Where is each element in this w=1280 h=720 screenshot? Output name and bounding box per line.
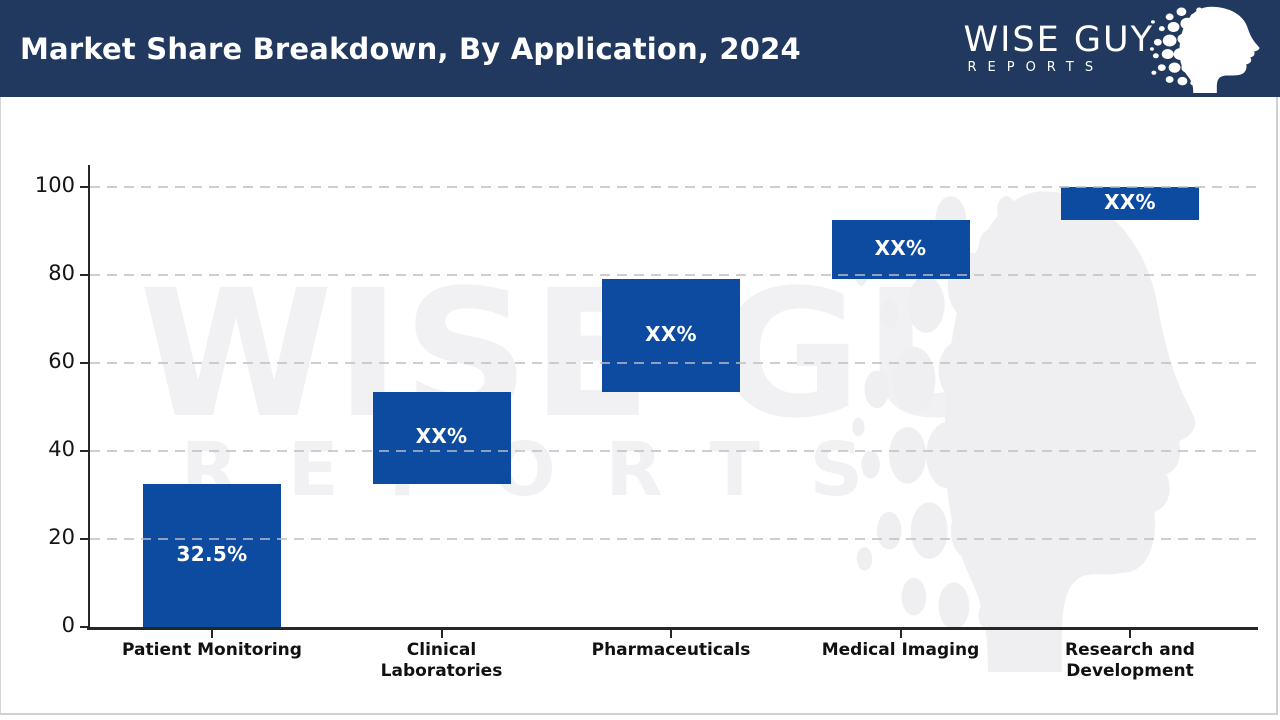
y-tick-label: 80: [48, 261, 75, 285]
gridline-40: [90, 450, 1258, 452]
header-bar: Market Share Breakdown, By Application, …: [0, 0, 1280, 97]
gridline-80: [90, 274, 1258, 276]
bar-value-label-medical-imaging: XX%: [874, 235, 927, 260]
x-category-label-line: Patient Monitoring: [122, 640, 302, 660]
y-tick-mark: [80, 450, 88, 452]
y-tick-label: 100: [34, 173, 75, 197]
y-tick-label: 60: [48, 349, 75, 373]
x-category-label-line: Laboratories: [380, 661, 503, 681]
x-tick-mark: [440, 630, 443, 638]
brand-logo-text: WISE GUY REPORTS: [963, 22, 1154, 75]
wise-guy-head-icon: [1149, 6, 1260, 93]
brand-name: WISE GUY: [963, 20, 1154, 60]
y-tick-label: 0: [61, 613, 75, 637]
gridline-60: [90, 362, 1258, 364]
x-category-label-line: Medical Imaging: [821, 640, 980, 660]
y-tick-mark: [80, 538, 88, 540]
y-tick-label: 40: [48, 437, 75, 461]
gridline-100: [90, 186, 1258, 188]
brand-logo: WISE GUY REPORTS: [963, 5, 1266, 93]
y-tick-mark: [80, 274, 88, 276]
chart-title: Market Share Breakdown, By Application, …: [20, 31, 801, 66]
brand-subtitle: REPORTS: [967, 60, 1105, 75]
x-tick-mark: [670, 630, 672, 638]
y-axis-line: [88, 165, 90, 629]
chart-card: WISE GUY REPORTS 0 20 40 60 80 100 32.5% Patien…: [0, 97, 1278, 715]
x-category-label-clinical-laboratories: Clinical Laboratories: [327, 640, 557, 682]
y-tick-mark: [80, 186, 88, 188]
x-tick-mark: [1129, 630, 1131, 638]
x-axis-line: [87, 627, 1258, 630]
watermark-subtitle-text: REPORTS: [181, 427, 914, 513]
gridline-20: [90, 538, 1258, 540]
bar-clinical-laboratories: [372, 391, 511, 484]
x-category-label-line: Clinical: [406, 640, 477, 660]
bar-patient-monitoring: [143, 484, 281, 627]
x-category-label-research-and-development: Research and Development: [1015, 640, 1245, 682]
bar-value-label-research-and-development: XX%: [1104, 189, 1156, 214]
y-tick-mark: [80, 362, 88, 364]
y-tick-mark: [80, 626, 88, 628]
x-category-label-line: Pharmaceuticals: [591, 640, 751, 660]
x-category-label-pharmaceuticals: Pharmaceuticals: [556, 640, 786, 661]
x-category-label-patient-monitoring: Patient Monitoring: [97, 640, 327, 661]
x-tick-mark: [899, 630, 902, 638]
x-category-label-medical-imaging: Medical Imaging: [786, 640, 1016, 661]
bar-value-label-pharmaceuticals: XX%: [645, 321, 697, 346]
x-tick-mark: [211, 630, 213, 638]
bar-pharmaceuticals: [602, 279, 740, 392]
x-category-label-line: Research and: [1065, 640, 1195, 660]
y-tick-label: 20: [48, 525, 75, 549]
bar-value-label-clinical-laboratories: XX%: [415, 423, 468, 448]
bar-value-label-patient-monitoring: 32.5%: [176, 541, 248, 566]
x-category-label-line: Development: [1066, 661, 1194, 681]
